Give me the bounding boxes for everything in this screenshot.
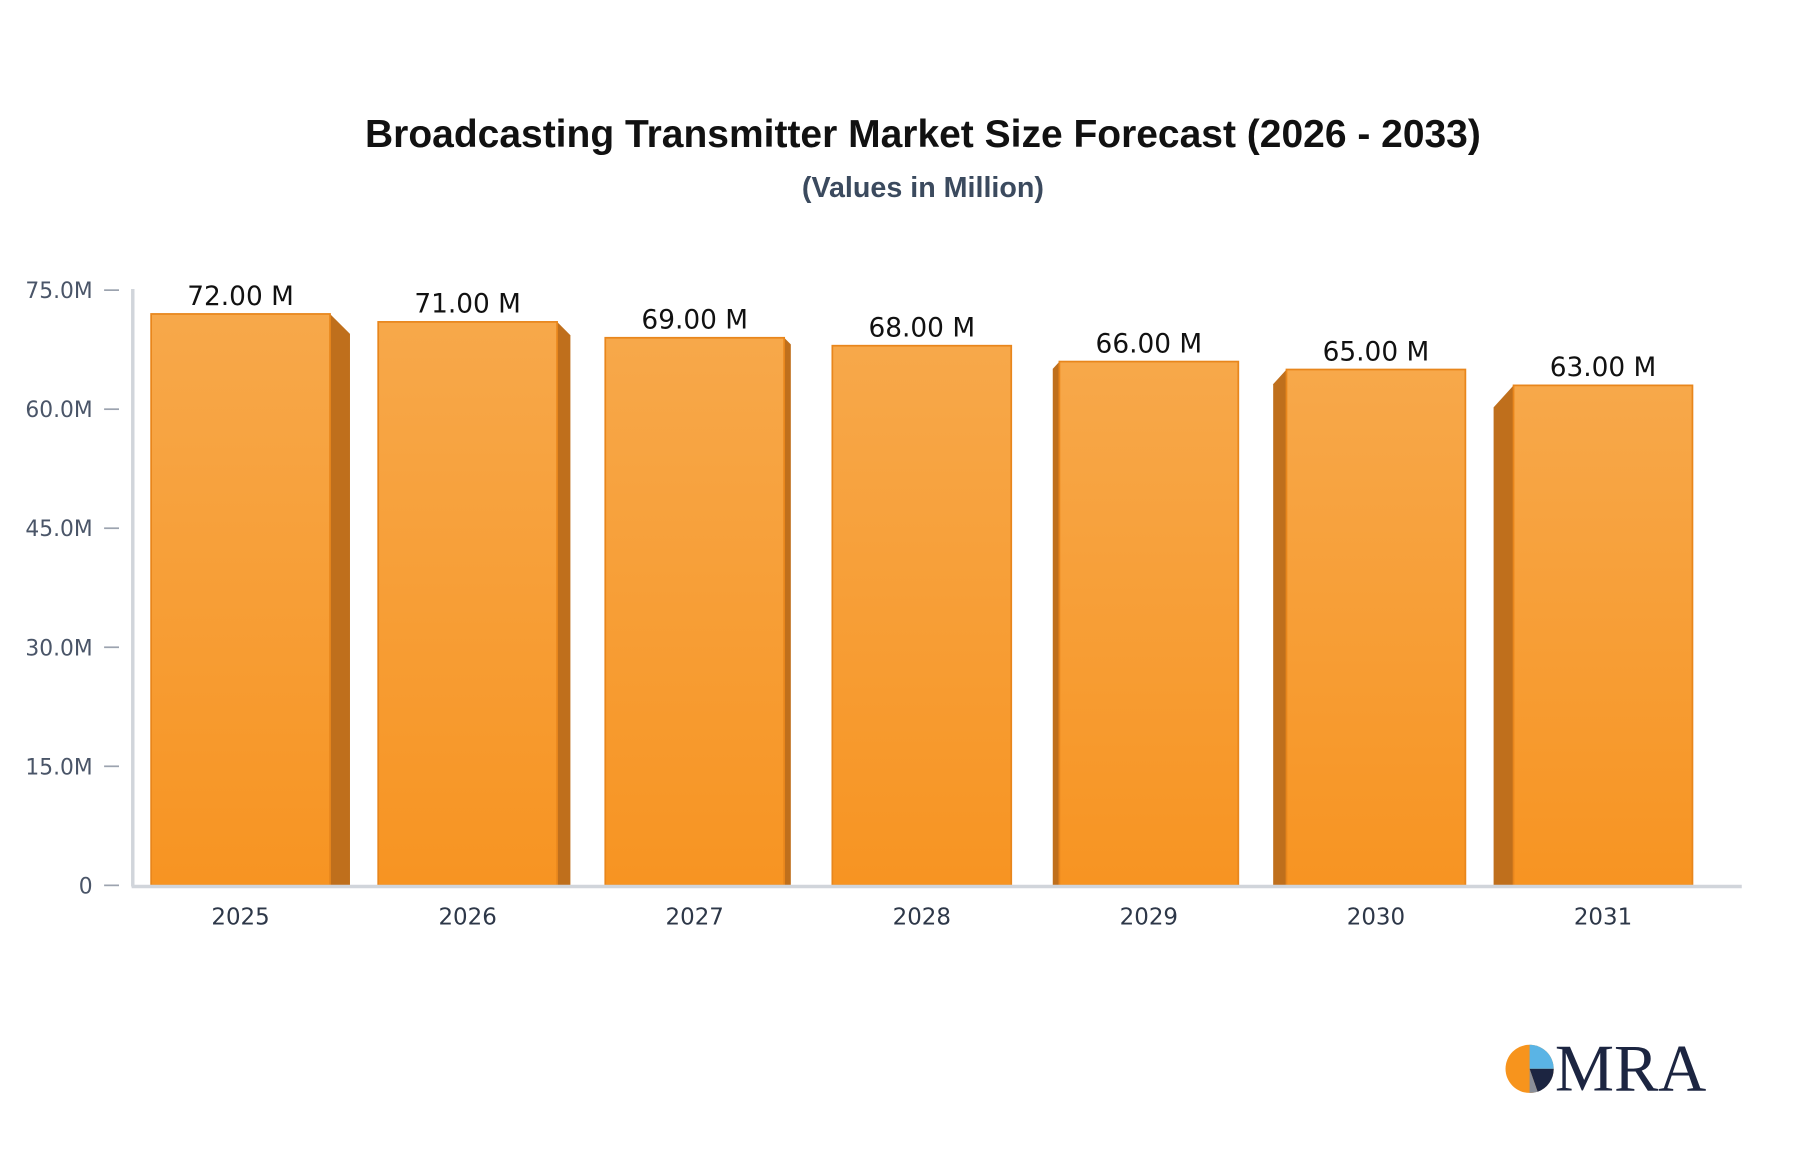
mra-logo: MRA: [1505, 1033, 1707, 1106]
bar-side: [1052, 361, 1060, 886]
logo-pie-slice-blue: [1529, 1044, 1554, 1069]
y-tick-label: 75.0M: [25, 279, 92, 304]
bars: 72.00 M 2025 71.00 M 2026 69.00 M 2027 68.00 M…: [150, 282, 1694, 930]
bar-side: [784, 337, 791, 886]
chart-subtitle: (Values in Million): [802, 172, 1044, 204]
x-tick-label: 2031: [1574, 904, 1632, 930]
bar-2025: [150, 313, 331, 887]
y-tick-label: 0: [79, 874, 93, 899]
bar-2027: [604, 336, 786, 887]
x-tick-label: 2028: [893, 904, 951, 930]
x-tick-label: 2027: [666, 904, 724, 930]
y-tick-label: 60.0M: [25, 398, 92, 423]
y-tick-label: 30.0M: [25, 636, 92, 661]
logo-pie-slice-navy: [1529, 1068, 1554, 1092]
bar-2029: [1058, 360, 1240, 887]
data-label: 66.00 M: [1096, 329, 1203, 359]
x-tick-label: 2030: [1347, 904, 1405, 930]
chart-title: Broadcasting Transmitter Market Size For…: [365, 113, 1481, 156]
bar-side: [1493, 385, 1514, 886]
x-tick-label: 2025: [211, 904, 269, 930]
bar-side: [330, 313, 350, 886]
bar-side: [557, 321, 571, 886]
data-label: 71.00 M: [414, 290, 521, 320]
data-label: 69.00 M: [641, 306, 748, 336]
bar-2030: [1285, 368, 1467, 887]
data-label: 65.00 M: [1323, 337, 1430, 367]
data-label: 68.00 M: [868, 314, 975, 344]
y-tick-label: 45.0M: [25, 517, 92, 542]
bar-2031: [1512, 384, 1694, 887]
logo-pie-slice-gray: [1529, 1068, 1538, 1093]
x-tick-label: 2029: [1120, 904, 1178, 930]
bar-2026: [377, 321, 558, 887]
bar-2028: [831, 344, 1013, 887]
x-tick-label: 2026: [438, 904, 496, 930]
bar-side: [1273, 369, 1287, 886]
data-label: 72.00 M: [187, 282, 294, 312]
y-axis: 0 15.0M 30.0M 45.0M 60.0M 75.0M: [25, 279, 120, 899]
data-label: 63.00 M: [1550, 353, 1657, 383]
y-tick-label: 15.0M: [25, 755, 92, 780]
logo-text: MRA: [1555, 1033, 1707, 1106]
